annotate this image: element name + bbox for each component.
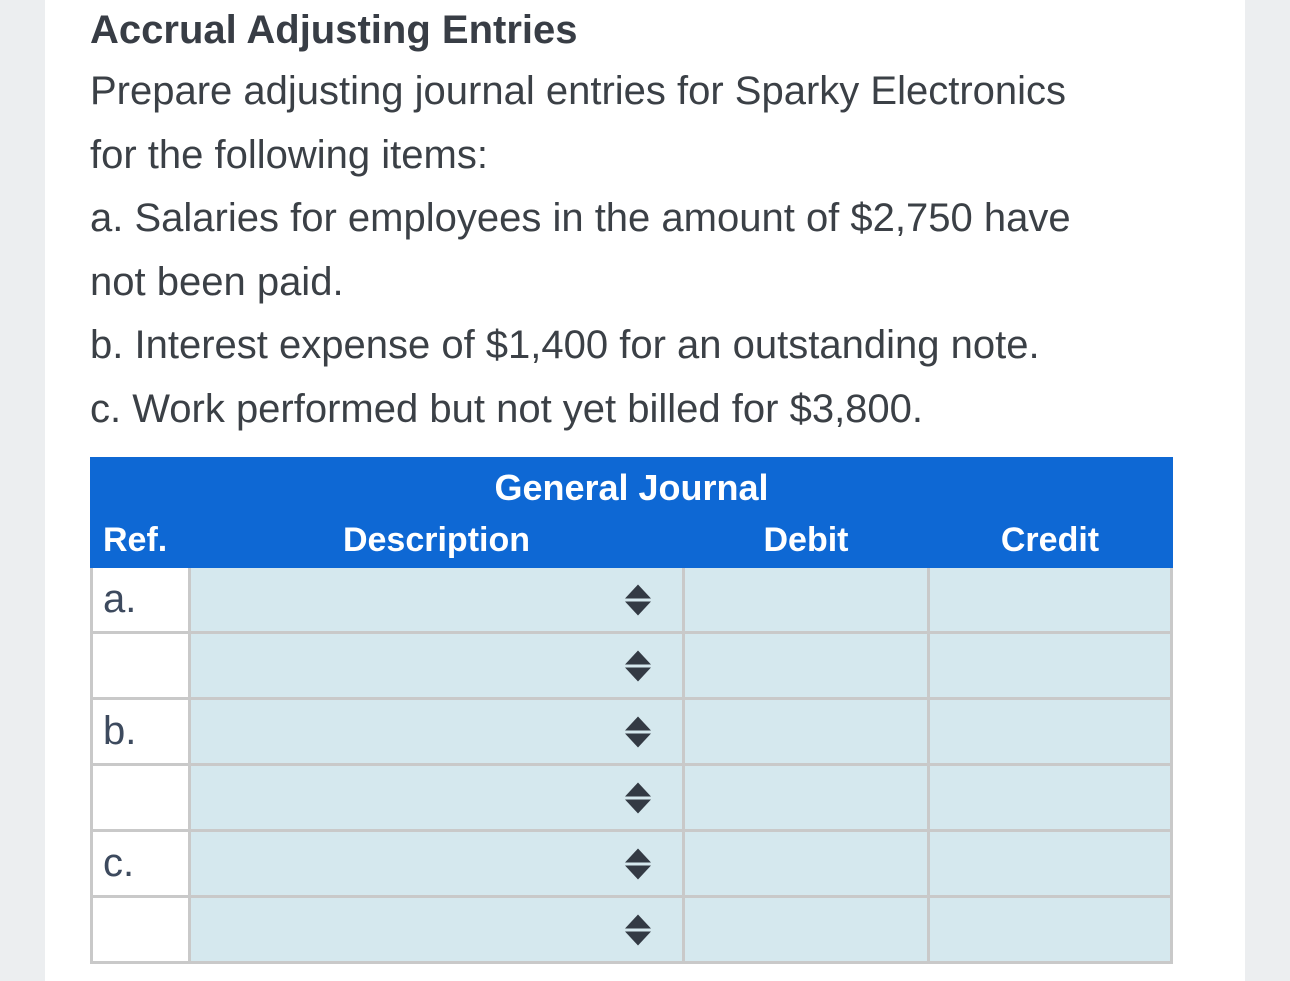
arrow-up-icon xyxy=(625,584,651,598)
instruction-line: Prepare adjusting journal entries for Sp… xyxy=(90,69,1067,114)
arrow-down-icon xyxy=(625,799,651,813)
description-select[interactable] xyxy=(191,832,682,895)
credit-input[interactable] xyxy=(930,568,1170,631)
instruction-line-item-b: b. Interest expense of $1,400 for an out… xyxy=(90,323,1040,368)
description-select[interactable] xyxy=(191,568,682,631)
description-select[interactable] xyxy=(191,700,682,763)
ref-cell xyxy=(93,898,188,961)
ref-cell xyxy=(93,634,188,697)
column-header-description: Description xyxy=(342,520,531,559)
instruction-line-item-c: c. Work performed but not yet billed for… xyxy=(90,386,924,431)
select-arrows-icon xyxy=(625,716,651,747)
ref-cell xyxy=(93,766,188,829)
description-select[interactable] xyxy=(191,766,682,829)
debit-input[interactable] xyxy=(685,700,927,763)
journal-title: General Journal xyxy=(494,466,769,508)
arrow-down-icon xyxy=(625,931,651,945)
select-arrows-icon xyxy=(625,584,651,615)
description-select[interactable] xyxy=(191,634,682,697)
column-header-debit: Debit xyxy=(763,520,849,559)
debit-input[interactable] xyxy=(685,634,927,697)
debit-input[interactable] xyxy=(685,898,927,961)
arrow-up-icon xyxy=(625,848,651,862)
arrow-up-icon xyxy=(625,650,651,664)
description-select[interactable] xyxy=(191,898,682,961)
credit-input[interactable] xyxy=(930,898,1170,961)
select-arrows-icon xyxy=(625,848,651,879)
credit-input[interactable] xyxy=(930,634,1170,697)
arrow-up-icon xyxy=(625,782,651,796)
exercise-card: Accrual Adjusting Entries Prepare adjust… xyxy=(45,0,1245,981)
debit-input[interactable] xyxy=(685,832,927,895)
select-arrows-icon xyxy=(625,914,651,945)
arrow-down-icon xyxy=(625,865,651,879)
journal-column-headers: Ref. Description Debit Credit xyxy=(90,512,1173,568)
ref-cell: a. xyxy=(93,568,188,631)
credit-input[interactable] xyxy=(930,766,1170,829)
instruction-line-item-a: a. Salaries for employees in the amount … xyxy=(90,196,1071,241)
instruction-line: for the following items: xyxy=(90,132,488,177)
column-header-ref: Ref. xyxy=(103,520,168,559)
journal-body: a. xyxy=(90,568,1173,964)
arrow-down-icon xyxy=(625,601,651,615)
arrow-down-icon xyxy=(625,667,651,681)
journal-header: General Journal Ref. Description Debit C… xyxy=(90,457,1173,568)
column-header-credit: Credit xyxy=(1000,520,1100,559)
ref-cell: b. xyxy=(93,700,188,763)
arrow-up-icon xyxy=(625,716,651,730)
general-journal-table: General Journal Ref. Description Debit C… xyxy=(90,457,1173,964)
arrow-up-icon xyxy=(625,914,651,928)
select-arrows-icon xyxy=(625,650,651,681)
debit-input[interactable] xyxy=(685,568,927,631)
instruction-line-item-a: not been paid. xyxy=(90,259,344,304)
debit-input[interactable] xyxy=(685,766,927,829)
select-arrows-icon xyxy=(625,782,651,813)
page-title: Accrual Adjusting Entries xyxy=(90,7,578,52)
credit-input[interactable] xyxy=(930,700,1170,763)
instructions: Prepare adjusting journal entries for Sp… xyxy=(90,60,1200,441)
credit-input[interactable] xyxy=(930,832,1170,895)
ref-cell: c. xyxy=(93,832,188,895)
arrow-down-icon xyxy=(625,733,651,747)
